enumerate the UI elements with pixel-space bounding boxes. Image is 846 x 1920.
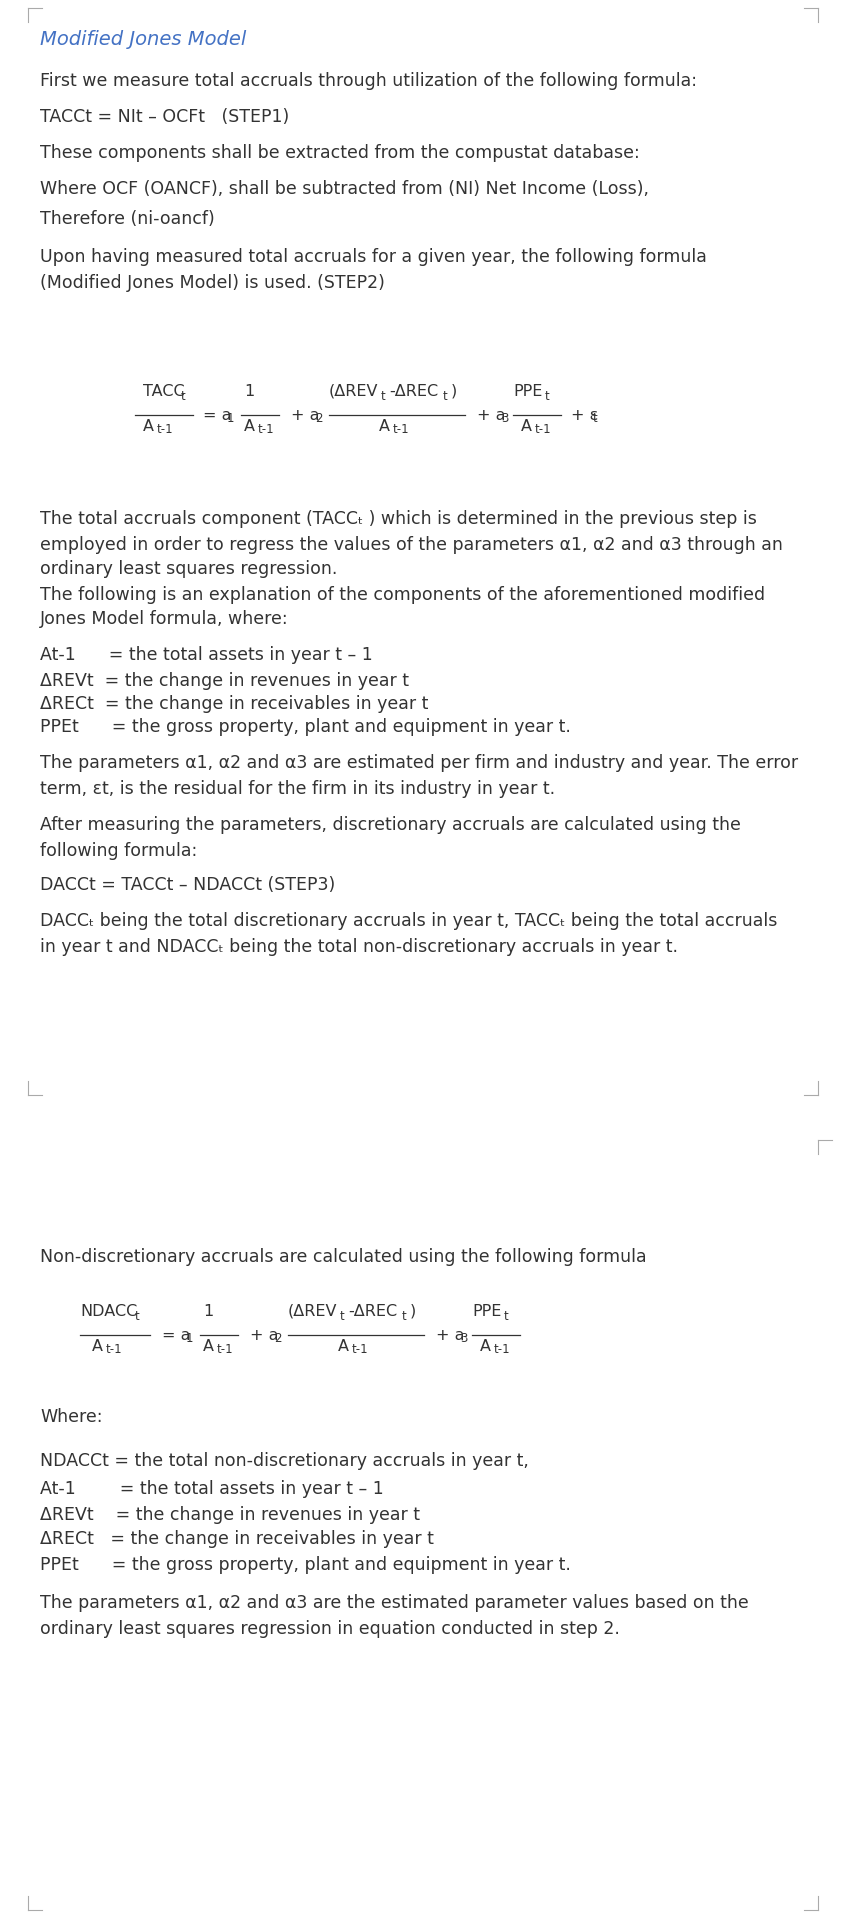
Text: TACCt = NIt – OCFt   (STEP1): TACCt = NIt – OCFt (STEP1) (40, 108, 289, 127)
Text: + a: + a (477, 407, 506, 422)
Text: A: A (480, 1338, 491, 1354)
Text: A: A (92, 1338, 103, 1354)
Text: 1: 1 (203, 1304, 213, 1319)
Text: The parameters α1, α2 and α3 are the estimated parameter values based on the: The parameters α1, α2 and α3 are the est… (40, 1594, 749, 1613)
Text: Upon having measured total accruals for a given year, the following formula: Upon having measured total accruals for … (40, 248, 707, 267)
Text: 3: 3 (501, 413, 508, 426)
Text: ΔREVt    = the change in revenues in year t: ΔREVt = the change in revenues in year t (40, 1505, 420, 1524)
Text: t-1: t-1 (352, 1342, 369, 1356)
Text: = a: = a (162, 1327, 190, 1342)
Text: 1: 1 (244, 384, 255, 399)
Text: + ε: + ε (571, 407, 598, 422)
Text: t: t (593, 413, 598, 426)
Text: t-1: t-1 (393, 422, 409, 436)
Text: t: t (381, 390, 386, 403)
Text: At-1      = the total assets in year t – 1: At-1 = the total assets in year t – 1 (40, 645, 373, 664)
Text: PPE: PPE (513, 384, 542, 399)
Text: + a: + a (291, 407, 320, 422)
Text: TACC: TACC (143, 384, 184, 399)
Text: A: A (379, 419, 390, 434)
Text: ΔRECt   = the change in receivables in year t: ΔRECt = the change in receivables in yea… (40, 1530, 434, 1548)
Text: Jones Model formula, where:: Jones Model formula, where: (40, 611, 288, 628)
Text: = a: = a (203, 407, 232, 422)
Text: (Modified Jones Model) is used. (STEP2): (Modified Jones Model) is used. (STEP2) (40, 275, 385, 292)
Text: t: t (402, 1309, 407, 1323)
Text: + a: + a (250, 1327, 278, 1342)
Text: DACCt = TACCt – NDACCt (STEP3): DACCt = TACCt – NDACCt (STEP3) (40, 876, 335, 895)
Text: At-1        = the total assets in year t – 1: At-1 = the total assets in year t – 1 (40, 1480, 384, 1498)
Text: -ΔREC: -ΔREC (389, 384, 438, 399)
Text: in year t and NDACCₜ being the total non-discretionary accruals in year t.: in year t and NDACCₜ being the total non… (40, 939, 678, 956)
Text: following formula:: following formula: (40, 843, 197, 860)
Text: t: t (504, 1309, 508, 1323)
Text: NDACC: NDACC (80, 1304, 137, 1319)
Text: t-1: t-1 (106, 1342, 123, 1356)
Text: + a: + a (436, 1327, 464, 1342)
Text: t-1: t-1 (494, 1342, 511, 1356)
Text: ordinary least squares regression in equation conducted in step 2.: ordinary least squares regression in equ… (40, 1620, 620, 1638)
Text: t-1: t-1 (217, 1342, 233, 1356)
Text: The total accruals component (TACCₜ ) which is determined in the previous step i: The total accruals component (TACCₜ ) wh… (40, 511, 757, 528)
Text: 1: 1 (227, 413, 234, 426)
Text: These components shall be extracted from the compustat database:: These components shall be extracted from… (40, 144, 640, 161)
Text: ΔRECt  = the change in receivables in year t: ΔRECt = the change in receivables in yea… (40, 695, 428, 712)
Text: PPEt      = the gross property, plant and equipment in year t.: PPEt = the gross property, plant and equ… (40, 1555, 571, 1574)
Text: 3: 3 (460, 1332, 467, 1346)
Text: t-1: t-1 (157, 422, 173, 436)
Text: Modified Jones Model: Modified Jones Model (40, 31, 246, 50)
Text: Non-discretionary accruals are calculated using the following formula: Non-discretionary accruals are calculate… (40, 1248, 646, 1265)
Text: 2: 2 (315, 413, 322, 426)
Text: A: A (521, 419, 532, 434)
Text: A: A (203, 1338, 214, 1354)
Text: First we measure total accruals through utilization of the following formula:: First we measure total accruals through … (40, 71, 697, 90)
Text: (ΔREV: (ΔREV (329, 384, 378, 399)
Text: t: t (340, 1309, 345, 1323)
Text: t: t (181, 390, 186, 403)
Text: ): ) (410, 1304, 416, 1319)
Text: t: t (443, 390, 448, 403)
Text: Where OCF (OANCF), shall be subtracted from (NI) Net Income (Loss),: Where OCF (OANCF), shall be subtracted f… (40, 180, 649, 198)
Text: PPE: PPE (472, 1304, 502, 1319)
Text: The following is an explanation of the components of the aforementioned modified: The following is an explanation of the c… (40, 586, 765, 605)
Text: employed in order to regress the values of the parameters α1, α2 and α3 through : employed in order to regress the values … (40, 536, 783, 555)
Text: The parameters α1, α2 and α3 are estimated per firm and industry and year. The e: The parameters α1, α2 and α3 are estimat… (40, 755, 798, 772)
Text: A: A (244, 419, 255, 434)
Text: A: A (143, 419, 154, 434)
Text: A: A (338, 1338, 349, 1354)
Text: PPEt      = the gross property, plant and equipment in year t.: PPEt = the gross property, plant and equ… (40, 718, 571, 735)
Text: 2: 2 (274, 1332, 282, 1346)
Text: 1: 1 (186, 1332, 194, 1346)
Text: ΔREVt  = the change in revenues in year t: ΔREVt = the change in revenues in year t (40, 672, 409, 689)
Text: ): ) (451, 384, 457, 399)
Text: t-1: t-1 (258, 422, 275, 436)
Text: term, εt, is the residual for the firm in its industry in year t.: term, εt, is the residual for the firm i… (40, 780, 555, 799)
Text: Therefore (ni-oancf): Therefore (ni-oancf) (40, 209, 215, 228)
Text: ordinary least squares regression.: ordinary least squares regression. (40, 561, 338, 578)
Text: t: t (135, 1309, 140, 1323)
Text: -ΔREC: -ΔREC (348, 1304, 397, 1319)
Text: t: t (545, 390, 550, 403)
Text: After measuring the parameters, discretionary accruals are calculated using the: After measuring the parameters, discreti… (40, 816, 741, 833)
Text: NDACCt = the total non-discretionary accruals in year t,: NDACCt = the total non-discretionary acc… (40, 1452, 529, 1471)
Text: (ΔREV: (ΔREV (288, 1304, 338, 1319)
Text: DACCₜ being the total discretionary accruals in year t, TACCₜ being the total ac: DACCₜ being the total discretionary accr… (40, 912, 777, 929)
Text: Where:: Where: (40, 1407, 102, 1427)
Text: t-1: t-1 (535, 422, 552, 436)
